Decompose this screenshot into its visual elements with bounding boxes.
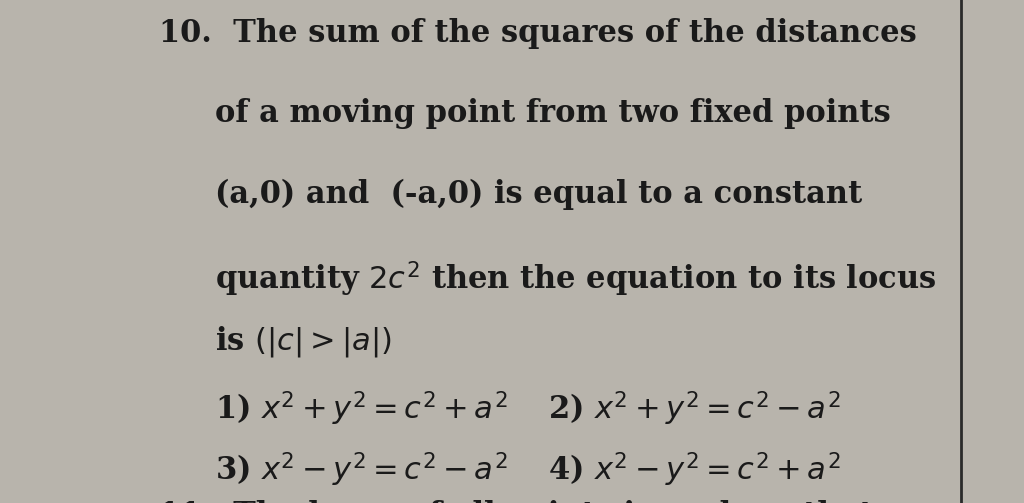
Text: (a,0) and  (-a,0) is equal to a constant: (a,0) and (-a,0) is equal to a constant [215,179,862,210]
Text: 1) $x^2+y^2=c^2+a^2$: 1) $x^2+y^2=c^2+a^2$ [215,390,508,429]
Text: is $(|c|>|a|)$: is $(|c|>|a|)$ [215,324,391,360]
Text: 10.  The sum of the squares of the distances: 10. The sum of the squares of the distan… [159,18,916,49]
Text: of a moving point from two fixed points: of a moving point from two fixed points [215,98,891,129]
Text: 2) $x^2+y^2=c^2-a^2$: 2) $x^2+y^2=c^2-a^2$ [548,390,841,429]
Text: 4) $x^2-y^2=c^2+a^2$: 4) $x^2-y^2=c^2+a^2$ [548,450,841,489]
Text: quantity $2c^2$ then the equation to its locus: quantity $2c^2$ then the equation to its… [215,259,937,299]
Text: 3) $x^2-y^2=c^2-a^2$: 3) $x^2-y^2=c^2-a^2$ [215,450,508,489]
Text: 11.  The locus of all points in a plane that are: 11. The locus of all points in a plane t… [159,500,939,503]
